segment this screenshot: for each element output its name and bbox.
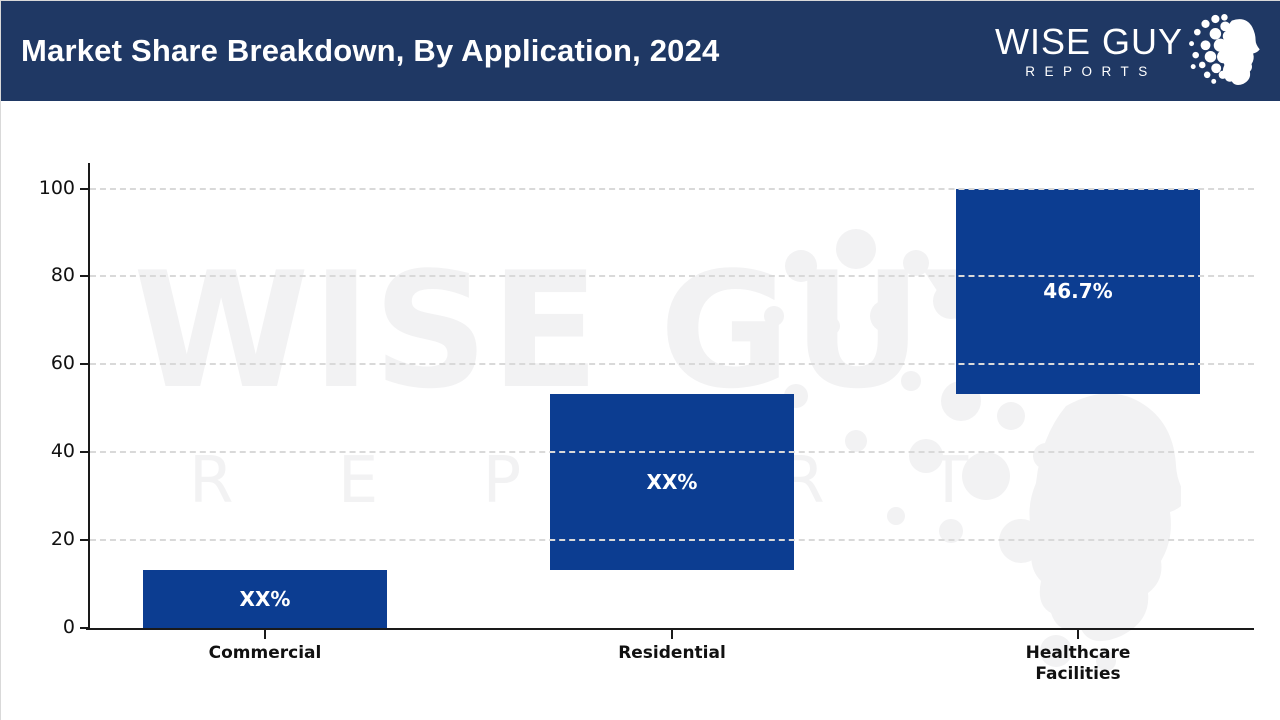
y-tick-label-100: 100 — [38, 176, 75, 199]
x-tick-mark-2 — [671, 630, 673, 639]
bar-value-label-2: XX% — [646, 469, 698, 494]
y-tick-mark-80 — [80, 275, 88, 278]
brand-name: WISE GUY — [994, 20, 1183, 62]
watermark-face-icon — [764, 229, 1181, 671]
category-label-2: Residential — [618, 643, 726, 663]
y-tick-label-20: 20 — [50, 528, 75, 551]
y-tick-label-0: 0 — [62, 616, 75, 638]
y-tick-mark-60 — [80, 363, 88, 366]
gridline-80 — [90, 275, 1254, 278]
category-label-3: Healthcare Facilities — [1025, 643, 1131, 685]
x-tick-mark-1 — [264, 630, 266, 639]
y-tick-label-40: 40 — [50, 440, 75, 463]
gridline-60 — [90, 363, 1254, 366]
category-label-1: Commercial — [208, 643, 322, 663]
brand-subname: REPORTS — [1025, 63, 1157, 79]
gridline-20 — [90, 539, 1254, 542]
bar-value-label-1: XX% — [239, 586, 291, 611]
y-tick-mark-20 — [80, 539, 88, 542]
bar-3 — [956, 188, 1200, 394]
brand-face-icon — [1189, 14, 1260, 86]
gridline-40 — [90, 451, 1254, 454]
brand-logo-text: WISE GUY REPORTS — [994, 20, 1183, 79]
y-axis-line — [88, 163, 90, 628]
bar-value-label-3: 46.7% — [1043, 279, 1113, 304]
y-tick-mark-0 — [80, 627, 88, 629]
page-title: Market Share Breakdown, By Application, … — [21, 33, 720, 68]
x-axis-line — [86, 628, 1254, 630]
y-tick-label-60: 60 — [50, 352, 75, 375]
x-tick-mark-3 — [1077, 630, 1079, 639]
y-tick-label-80: 80 — [50, 264, 75, 287]
brand-logo: WISE GUY REPORTS — [995, 8, 1263, 94]
chart-area: WISE GUY R E P O R T S 020406080100XX%Co… — [1, 101, 1280, 720]
bar-1 — [143, 569, 387, 628]
header-bar: Market Share Breakdown, By Application, … — [1, 1, 1280, 101]
y-tick-mark-100 — [80, 187, 88, 190]
gridline-100 — [90, 187, 1254, 190]
y-tick-mark-40 — [80, 451, 88, 454]
